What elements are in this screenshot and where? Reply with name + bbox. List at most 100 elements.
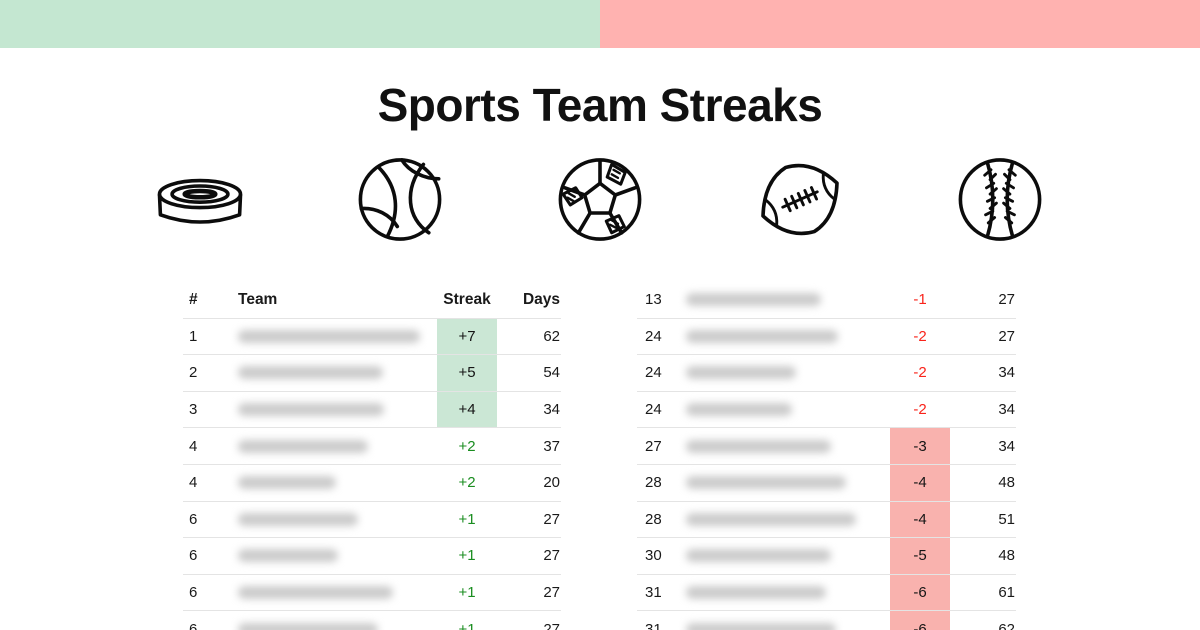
days-header: Days bbox=[522, 290, 560, 308]
streak-cell: +2 bbox=[458, 474, 476, 492]
table-row: 24 -2 34 bbox=[637, 392, 1016, 429]
team-name-redacted bbox=[238, 403, 384, 417]
days-cell: 34 bbox=[543, 401, 560, 419]
baseball-icon bbox=[955, 152, 1045, 247]
team-cell bbox=[686, 329, 890, 343]
streak-cell: -3 bbox=[890, 428, 950, 464]
team-name-redacted bbox=[238, 476, 336, 490]
team-name-redacted bbox=[686, 549, 831, 563]
streak-cell: -2 bbox=[913, 401, 927, 419]
streak-cell: -4 bbox=[890, 464, 950, 501]
team-name-redacted bbox=[686, 366, 796, 380]
table-row: 31 -6 61 bbox=[637, 574, 1016, 612]
table-row: 24 -2 27 bbox=[637, 319, 1016, 356]
team-name-redacted bbox=[238, 329, 420, 343]
days-cell: 48 bbox=[998, 547, 1015, 565]
streak-table-positive: # Team Streak Days 1 +7 62 2 +5 54 3 +4 34 4 +2 37 4… bbox=[183, 282, 561, 630]
team-cell bbox=[686, 549, 890, 563]
team-cell bbox=[686, 476, 890, 490]
team-name-redacted bbox=[686, 329, 838, 343]
team-name-redacted bbox=[238, 586, 393, 600]
team-header: Team bbox=[238, 290, 278, 308]
team-cell bbox=[238, 586, 437, 600]
days-cell: 61 bbox=[998, 584, 1015, 602]
streak-cell: +1 bbox=[458, 584, 476, 602]
team-cell bbox=[686, 586, 890, 600]
soccer-ball-icon bbox=[555, 152, 645, 247]
rank-cell: 6 bbox=[189, 620, 198, 630]
team-name-redacted bbox=[686, 476, 846, 490]
days-cell: 37 bbox=[543, 437, 560, 455]
rank-cell: 27 bbox=[645, 437, 662, 455]
table-row: 31 -6 62 bbox=[637, 611, 1016, 630]
team-cell bbox=[686, 439, 890, 453]
table-body-positive: 1 +7 62 2 +5 54 3 +4 34 4 +2 37 4 +2 20 6 +1 27 6 +1 27 6 +1 27… bbox=[183, 318, 561, 630]
team-cell bbox=[238, 549, 437, 563]
rank-cell: 1 bbox=[189, 327, 198, 345]
table-row: 4 +2 37 bbox=[183, 428, 561, 465]
rank-cell: 6 bbox=[189, 584, 198, 602]
team-cell bbox=[238, 366, 437, 380]
rank-cell: 6 bbox=[189, 547, 198, 565]
streak-cell: -6 bbox=[890, 574, 950, 611]
rank-cell: 24 bbox=[645, 364, 662, 382]
table-row: 30 -5 48 bbox=[637, 538, 1016, 575]
rank-cell: 30 bbox=[645, 547, 662, 565]
team-name-redacted bbox=[238, 512, 358, 526]
table-row: 6 +1 27 bbox=[183, 575, 561, 612]
rank-cell: 13 bbox=[645, 291, 662, 309]
table-row: 6 +1 27 bbox=[183, 611, 561, 630]
team-cell bbox=[238, 439, 437, 453]
days-cell: 27 bbox=[543, 584, 560, 602]
team-cell bbox=[238, 476, 437, 490]
streak-cell: -1 bbox=[913, 291, 927, 309]
days-cell: 51 bbox=[998, 510, 1015, 528]
rank-cell: 31 bbox=[645, 584, 662, 602]
table-row: 27 -3 34 bbox=[637, 428, 1016, 465]
team-name-redacted bbox=[686, 403, 792, 417]
table-row: 1 +7 62 bbox=[183, 318, 561, 356]
banner-pink-segment bbox=[600, 0, 1200, 48]
days-cell: 27 bbox=[543, 510, 560, 528]
team-name-redacted bbox=[238, 622, 378, 630]
sport-icons-row bbox=[155, 152, 1045, 247]
table-row: 24 -2 34 bbox=[637, 355, 1016, 392]
days-cell: 27 bbox=[998, 291, 1015, 309]
table-row: 2 +5 54 bbox=[183, 355, 561, 392]
team-cell bbox=[686, 293, 890, 307]
team-cell bbox=[686, 403, 890, 417]
streak-header: Streak bbox=[443, 290, 491, 308]
american-football-icon bbox=[755, 152, 845, 247]
rank-cell: 4 bbox=[189, 474, 198, 492]
team-name-redacted bbox=[686, 512, 856, 526]
streak-cell: +7 bbox=[437, 318, 497, 355]
team-name-redacted bbox=[686, 439, 831, 453]
streak-cell: -4 bbox=[890, 501, 950, 538]
days-cell: 27 bbox=[543, 620, 560, 630]
table-row: 28 -4 51 bbox=[637, 501, 1016, 539]
days-cell: 34 bbox=[998, 401, 1015, 419]
table-row: 28 -4 48 bbox=[637, 464, 1016, 502]
team-cell bbox=[686, 366, 890, 380]
team-name-redacted bbox=[238, 439, 368, 453]
days-cell: 48 bbox=[998, 474, 1015, 492]
rank-cell: 28 bbox=[645, 510, 662, 528]
team-name-redacted bbox=[686, 586, 826, 600]
streak-cell: +1 bbox=[458, 547, 476, 565]
streak-table-negative: 13 -1 27 24 -2 27 24 -2 34 24 -2 34 27 -3 34 28 -4 48 28 -4… bbox=[637, 282, 1016, 630]
days-cell: 54 bbox=[543, 364, 560, 382]
streak-cell: -6 bbox=[890, 611, 950, 630]
team-name-redacted bbox=[686, 622, 836, 630]
rank-cell: 4 bbox=[189, 437, 198, 455]
streak-cell: +1 bbox=[458, 620, 476, 630]
rank-cell: 3 bbox=[189, 401, 198, 419]
streak-cell: +1 bbox=[458, 510, 476, 528]
streak-cell: +2 bbox=[458, 437, 476, 455]
streak-cell: +5 bbox=[437, 355, 497, 391]
days-cell: 27 bbox=[998, 327, 1015, 345]
table-row: 4 +2 20 bbox=[183, 465, 561, 502]
days-cell: 62 bbox=[543, 327, 560, 345]
team-name-redacted bbox=[686, 293, 821, 307]
team-name-redacted bbox=[238, 549, 338, 563]
